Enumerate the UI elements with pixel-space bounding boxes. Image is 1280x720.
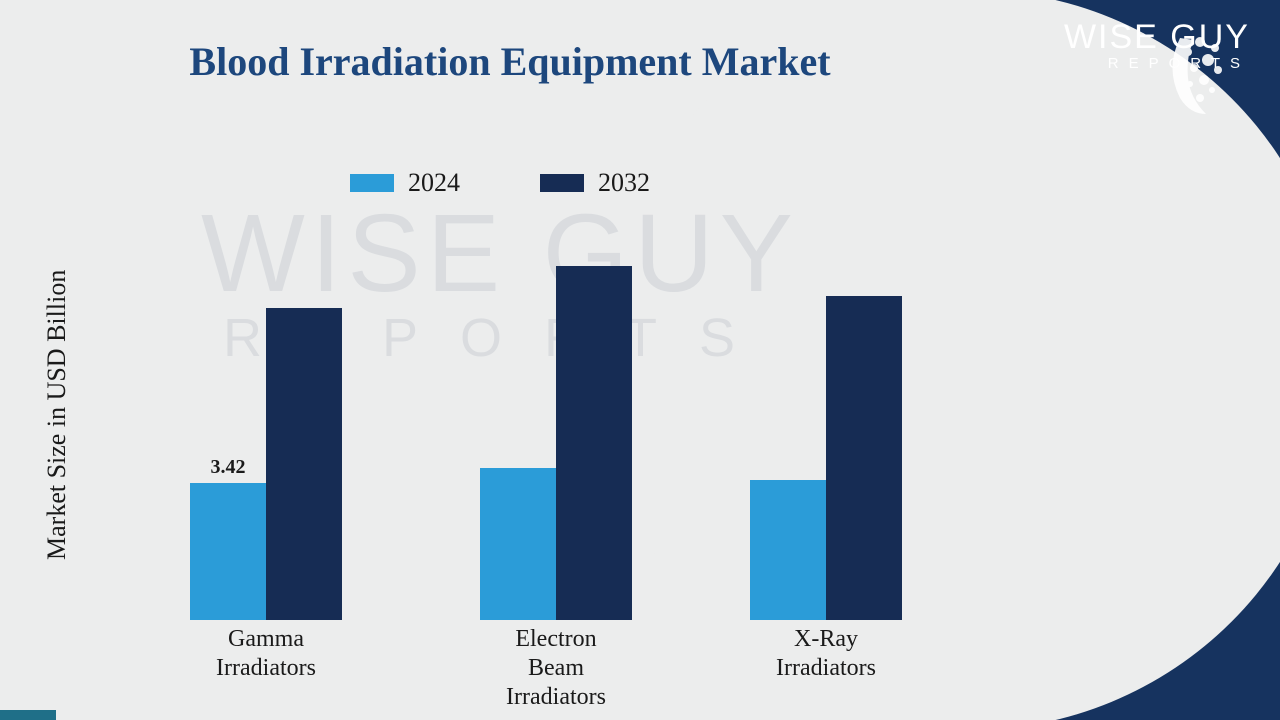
bar <box>190 483 266 620</box>
bar <box>266 308 342 620</box>
bar <box>556 266 632 620</box>
category-label: X-RayIrradiators <box>716 625 936 683</box>
legend-swatch-2032 <box>540 174 584 192</box>
logo-head-icon <box>1160 28 1240 118</box>
chart-canvas: Blood Irradiation Equipment Market WISE … <box>0 0 1280 720</box>
bar <box>826 296 902 620</box>
legend-item-2032: 2032 <box>540 168 650 198</box>
legend-label-2024: 2024 <box>408 168 460 198</box>
category-label: GammaIrradiators <box>156 625 376 683</box>
legend-label-2032: 2032 <box>598 168 650 198</box>
legend-swatch-2024 <box>350 174 394 192</box>
bar <box>750 480 826 620</box>
chart-title: Blood Irradiation Equipment Market <box>100 38 920 85</box>
brand-logo: WISE GUY REPORTS <box>1064 18 1250 72</box>
plot-area: 3.42 <box>110 220 970 620</box>
bar <box>480 468 556 620</box>
accent-strip <box>0 710 56 720</box>
y-axis-label: Market Size in USD Billion <box>42 270 72 560</box>
legend: 2024 2032 <box>0 168 1000 198</box>
bar-value-label: 3.42 <box>180 456 276 479</box>
legend-item-2024: 2024 <box>350 168 460 198</box>
category-label: ElectronBeamIrradiators <box>446 625 666 711</box>
